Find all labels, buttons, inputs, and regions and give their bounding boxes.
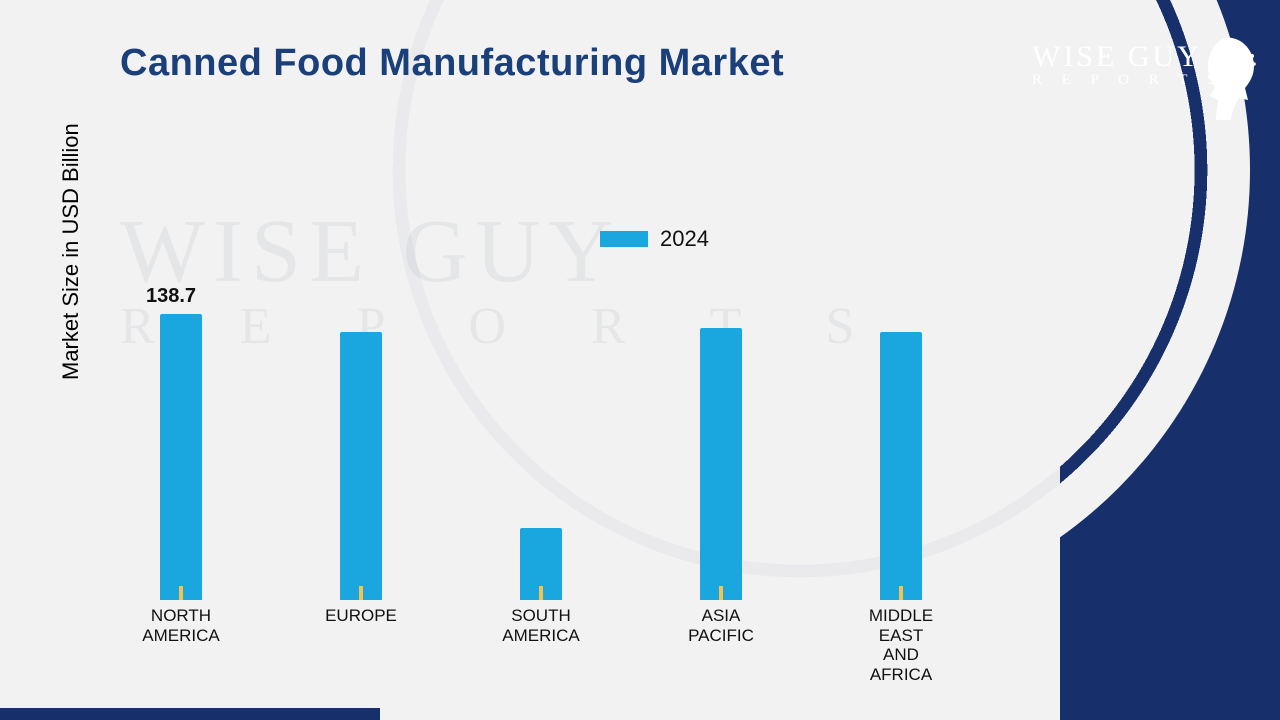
brand-logo: WISE GUY R E P O R T S — [1032, 40, 1232, 89]
bar-accent — [359, 586, 363, 600]
bar — [160, 314, 202, 600]
category-label: MIDDLEEASTANDAFRICA — [826, 606, 976, 684]
bar-accent — [899, 586, 903, 600]
legend: 2024 — [600, 226, 709, 252]
category-label: EUROPE — [286, 606, 436, 626]
brand-head-icon — [1190, 34, 1260, 124]
bar — [880, 332, 922, 600]
category-label: NORTHAMERICA — [106, 606, 256, 645]
y-axis-label: Market Size in USD Billion — [58, 123, 84, 380]
bar — [520, 528, 562, 600]
category-label: ASIAPACIFIC — [646, 606, 796, 645]
bar — [700, 328, 742, 600]
bar-accent — [719, 586, 723, 600]
category-label: SOUTHAMERICA — [466, 606, 616, 645]
legend-swatch — [600, 231, 648, 247]
bar-accent — [179, 586, 183, 600]
bar — [340, 332, 382, 600]
bar-accent — [539, 586, 543, 600]
canvas: WISE GUY R E P O R T S Canned Food Manuf… — [0, 0, 1280, 720]
legend-label: 2024 — [660, 226, 709, 252]
bar-value-label: 138.7 — [146, 285, 196, 308]
bar-chart: 138.7NORTHAMERICAEUROPESOUTHAMERICAASIAP… — [120, 250, 960, 600]
chart-title: Canned Food Manufacturing Market — [120, 42, 784, 85]
bottom-accent-bar — [0, 708, 380, 720]
